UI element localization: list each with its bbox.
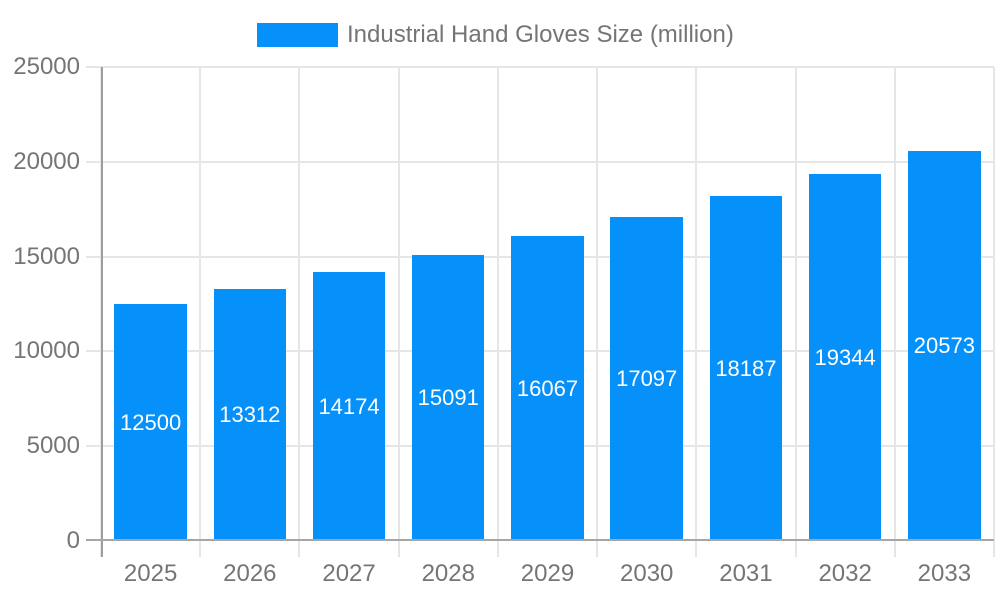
x-axis-tick-label: 2030: [620, 560, 674, 587]
y-gridline: [86, 160, 994, 163]
bar-value-label: 12500: [120, 409, 182, 435]
x-axis-line: [86, 539, 994, 541]
y-gridline: [86, 66, 994, 68]
x-gridline: [893, 67, 896, 557]
bar-value-label: 20573: [913, 332, 975, 358]
x-gridline: [993, 67, 995, 557]
bar-2030[interactable]: 17097: [610, 216, 683, 541]
bar-2031[interactable]: 18187: [709, 196, 783, 541]
y-axis-tick-label: 20000: [13, 147, 80, 175]
x-axis-tick-label: 2027: [322, 560, 376, 587]
bar-slot: 19344: [796, 67, 895, 541]
bar-value-label: 15091: [417, 384, 479, 410]
x-gridline: [794, 67, 797, 557]
bar-value-label: 17097: [616, 365, 678, 391]
bar-2033[interactable]: 20573: [908, 150, 981, 541]
x-gridline: [695, 67, 698, 557]
x-axis-tick-label: 2026: [223, 560, 277, 587]
bar-value-label: 13312: [219, 401, 281, 427]
x-axis-tick-label: 2031: [719, 560, 773, 587]
y-axis-tick-label: 0: [66, 527, 80, 554]
x-gridline: [596, 67, 599, 557]
bar-slot: 15091: [399, 67, 498, 541]
bar-slot: 14174: [299, 67, 398, 541]
bar-2027[interactable]: 14174: [312, 272, 386, 541]
bar-value-label: 16067: [516, 375, 579, 401]
bar-2025[interactable]: 12500: [114, 304, 187, 541]
bar-slot: 17097: [597, 67, 696, 541]
bar-slot: 12500: [101, 67, 200, 541]
plot-area: 12500 13312 14174 15091 16067 17097 18187 19344…: [86, 66, 995, 557]
bar-2029[interactable]: 16067: [511, 236, 584, 541]
x-axis-tick-label: 2028: [421, 560, 475, 587]
bar-slot: 16067: [498, 67, 597, 541]
y-axis-tick-label: 15000: [13, 242, 80, 270]
y-axis-tick-label: 10000: [13, 337, 80, 365]
bars-layer: 12500 13312 14174 15091 16067 17097 18187 19344…: [101, 67, 994, 541]
bar-2032[interactable]: 19344: [808, 174, 882, 541]
bar-value-label: 14174: [318, 393, 380, 419]
x-gridline: [397, 67, 400, 557]
x-axis-tick-label: 2032: [818, 560, 872, 587]
legend-label: Industrial Hand Gloves Size (million): [347, 21, 734, 48]
bar-value-label: 18187: [715, 355, 777, 381]
y-axis-line: [101, 67, 103, 557]
bar-value-label: 19344: [814, 344, 876, 370]
legend-item[interactable]: Industrial Hand Gloves Size (million): [257, 21, 734, 49]
bar-slot: 20573: [895, 67, 994, 541]
x-gridline: [199, 67, 202, 557]
x-axis-tick-label: 2029: [520, 560, 575, 587]
bar-slot: 18187: [696, 67, 795, 541]
x-gridline: [496, 67, 499, 557]
y-axis-tick-label: 5000: [26, 432, 80, 460]
x-gridline: [298, 67, 301, 557]
x-axis-tick-label: 2025: [123, 560, 178, 587]
bar-2028[interactable]: 15091: [412, 254, 485, 541]
x-axis-tick-label: 2033: [917, 560, 972, 587]
bar-2026[interactable]: 13312: [213, 288, 287, 541]
bar-slot: 13312: [200, 67, 299, 541]
y-axis-tick-label: 25000: [13, 53, 80, 80]
legend-swatch-icon: [257, 23, 338, 47]
